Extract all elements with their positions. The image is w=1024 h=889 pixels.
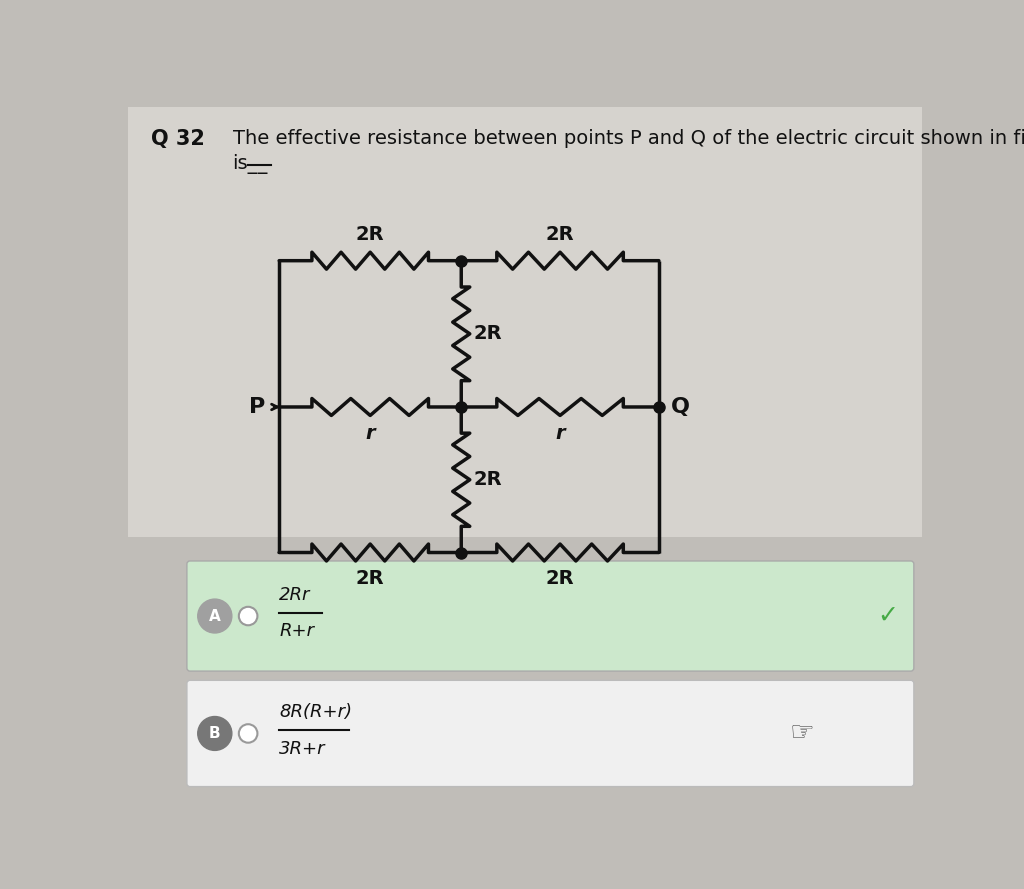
Circle shape [239, 607, 257, 625]
Text: 2R: 2R [356, 570, 384, 589]
Text: R+r: R+r [280, 622, 314, 640]
Circle shape [198, 599, 231, 633]
Text: B: B [209, 726, 220, 741]
Text: A: A [209, 609, 221, 623]
Text: P: P [249, 397, 265, 417]
Text: is__: is__ [232, 154, 268, 173]
Text: Q 32: Q 32 [152, 129, 205, 149]
Text: 8R(R+r): 8R(R+r) [280, 703, 352, 721]
Text: r: r [555, 424, 565, 443]
FancyBboxPatch shape [187, 561, 913, 671]
FancyBboxPatch shape [187, 680, 913, 787]
Text: 2R: 2R [546, 225, 574, 244]
Text: 2Rr: 2Rr [280, 586, 310, 604]
Text: r: r [366, 424, 375, 443]
Text: 2R: 2R [546, 570, 574, 589]
FancyBboxPatch shape [128, 107, 922, 537]
Text: 3R+r: 3R+r [280, 740, 326, 757]
Text: 2R: 2R [474, 324, 503, 343]
Text: 2R: 2R [356, 225, 384, 244]
Text: 2R: 2R [474, 470, 503, 489]
Circle shape [198, 717, 231, 750]
Text: ✓: ✓ [877, 604, 898, 628]
Circle shape [239, 725, 257, 742]
Text: Q: Q [671, 397, 689, 417]
Text: The effective resistance between points P and Q of the electric circuit shown in: The effective resistance between points … [232, 129, 1024, 148]
Text: ☞: ☞ [790, 719, 815, 748]
